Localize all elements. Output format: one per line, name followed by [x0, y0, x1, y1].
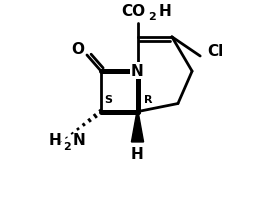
- Text: N: N: [131, 63, 144, 78]
- Text: H: H: [131, 146, 144, 161]
- Text: R: R: [144, 95, 153, 105]
- Text: N: N: [72, 133, 85, 148]
- Text: O: O: [71, 42, 84, 57]
- Polygon shape: [131, 112, 144, 142]
- Text: 2: 2: [63, 141, 71, 151]
- Text: H: H: [48, 133, 61, 148]
- Text: H: H: [158, 4, 171, 19]
- Text: S: S: [104, 95, 112, 105]
- Text: 2: 2: [148, 12, 156, 22]
- Text: Cl: Cl: [207, 44, 224, 59]
- Text: CO: CO: [121, 4, 145, 19]
